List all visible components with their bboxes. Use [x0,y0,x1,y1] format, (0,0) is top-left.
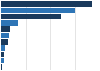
Bar [1,45,5,51]
Bar [1,64,2,70]
Bar [1,1,92,7]
Bar [1,52,4,57]
Bar [1,8,75,13]
Bar [1,26,10,32]
Bar [1,14,61,19]
Bar [1,20,18,26]
Bar [1,33,9,38]
Bar [1,58,4,63]
Bar [1,39,8,45]
